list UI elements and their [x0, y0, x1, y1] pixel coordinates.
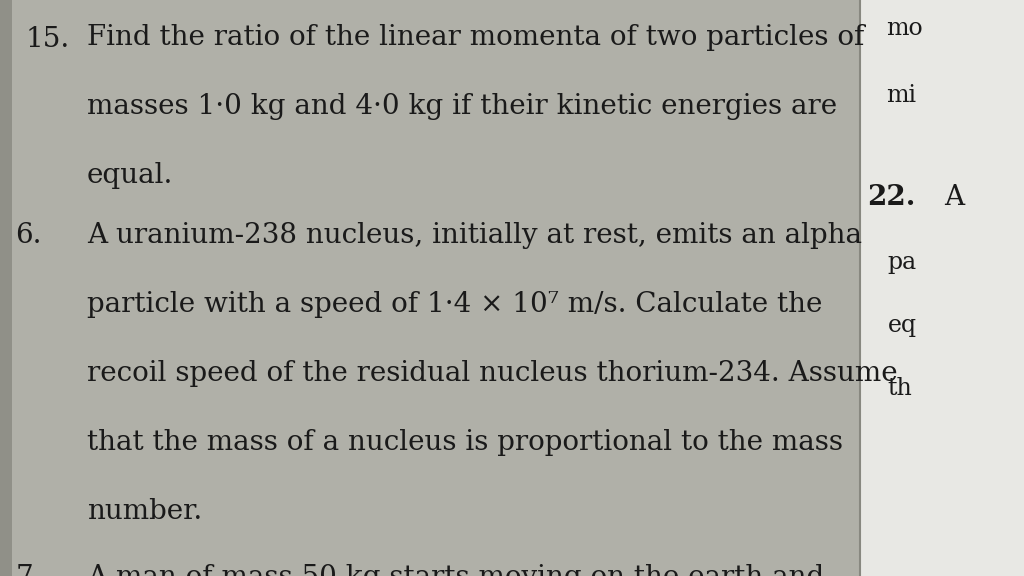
Text: mo: mo — [886, 17, 923, 40]
Bar — [860, 0, 1024, 576]
Text: pa: pa — [888, 251, 916, 274]
Text: particle with a speed of 1·4 × 10⁷ m/s. Calculate the: particle with a speed of 1·4 × 10⁷ m/s. … — [87, 291, 822, 318]
Text: 15.: 15. — [26, 26, 70, 53]
Text: recoil speed of the residual nucleus thorium-234. Assume: recoil speed of the residual nucleus tho… — [87, 360, 898, 387]
Text: that the mass of a nucleus is proportional to the mass: that the mass of a nucleus is proportion… — [87, 429, 843, 456]
Text: 22.: 22. — [867, 184, 915, 211]
Text: masses 1·0 kg and 4·0 kg if their kinetic energies are: masses 1·0 kg and 4·0 kg if their kineti… — [87, 93, 838, 120]
Text: th: th — [888, 377, 912, 400]
Text: 6.: 6. — [15, 222, 42, 249]
Bar — [12, 0, 860, 576]
Text: Find the ratio of the linear momenta of two particles of: Find the ratio of the linear momenta of … — [87, 24, 864, 51]
Text: eq: eq — [888, 314, 916, 337]
Text: 7.: 7. — [15, 564, 42, 576]
Text: mi: mi — [886, 84, 915, 107]
Bar — [0, 0, 12, 576]
Text: A: A — [944, 184, 965, 211]
Text: number.: number. — [87, 498, 203, 525]
Text: A uranium-238 nucleus, initially at rest, emits an alpha: A uranium-238 nucleus, initially at rest… — [87, 222, 862, 249]
Text: A man of mass 50 kg starts moving on the earth and: A man of mass 50 kg starts moving on the… — [87, 564, 824, 576]
Text: equal.: equal. — [87, 162, 173, 190]
